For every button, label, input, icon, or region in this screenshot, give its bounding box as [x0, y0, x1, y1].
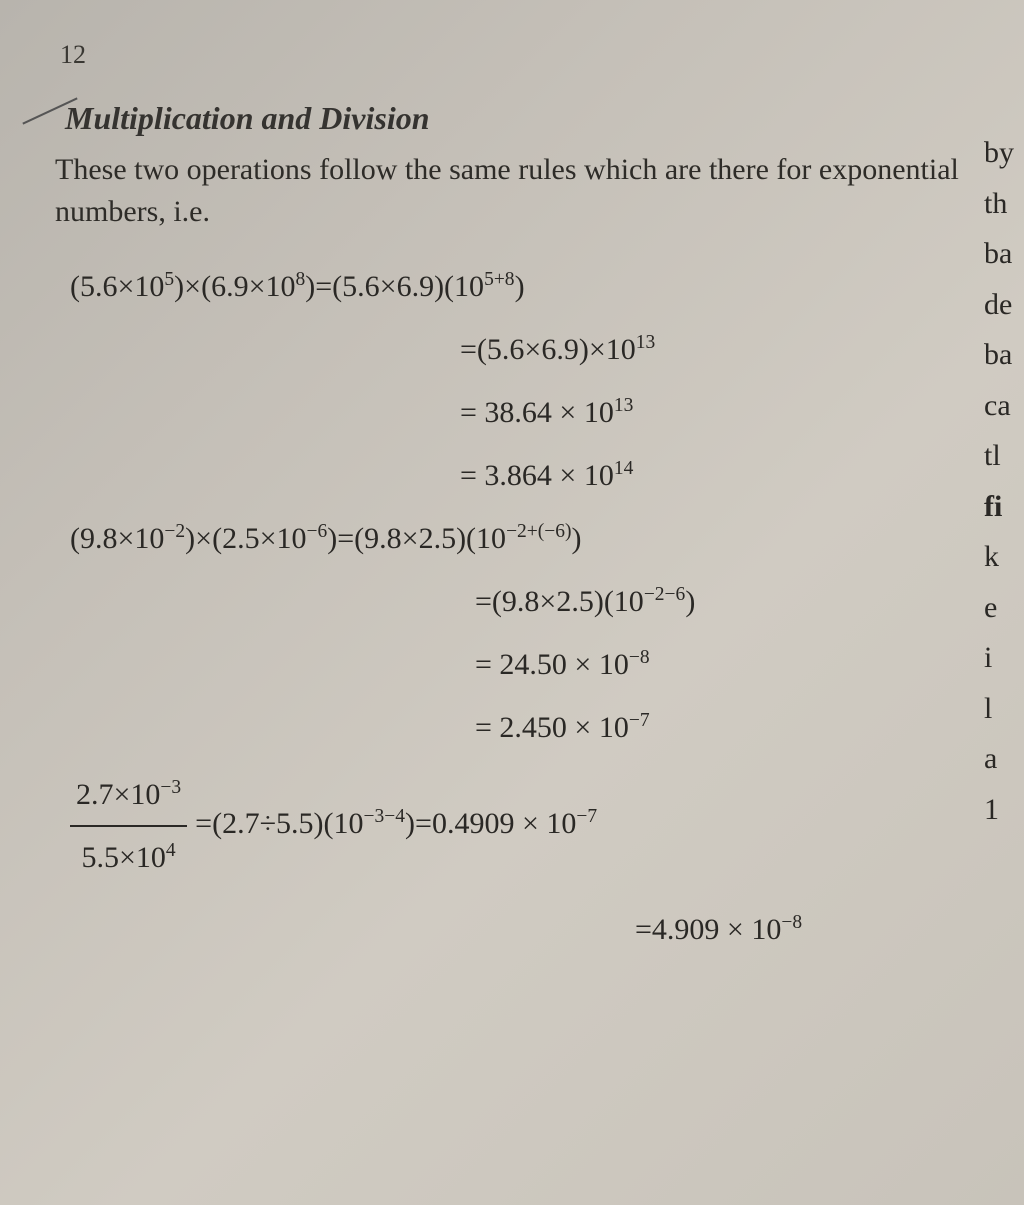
intro-paragraph: These two operations follow the same rul…: [50, 149, 974, 233]
eq1-line2: =(5.6×6.9)×1013: [70, 321, 974, 378]
eq1-line1: (5.6×105)×(6.9×108)=(5.6×6.9)(105+8): [70, 258, 974, 315]
eq2-line4: = 2.450 × 10−7: [70, 699, 974, 756]
eq2-line1: (9.8×10−2)×(2.5×10−6)=(9.8×2.5)(10−2+(−6…: [70, 510, 974, 567]
eq3-line1: 2.7×10−3 5.5×104 =(2.7÷5.5)(10−3−4)=0.49…: [70, 766, 974, 886]
page-number: 12: [60, 40, 974, 70]
eq1-line3: = 38.64 × 1013: [70, 384, 974, 441]
eq2-line3: = 24.50 × 10−8: [70, 636, 974, 693]
eq3-fraction: 2.7×10−3 5.5×104: [70, 766, 187, 886]
eq3-line2: =4.909 × 10−8: [70, 901, 974, 958]
section-title: Multiplication and Division: [50, 100, 974, 137]
eq2-line2: =(9.8×2.5)(10−2−6): [70, 573, 974, 630]
eq1-line4: = 3.864 × 1014: [70, 447, 974, 504]
math-content: (5.6×105)×(6.9×108)=(5.6×6.9)(105+8) =(5…: [50, 258, 974, 958]
right-page-edge: by th ba de ba ca tl fi k e i l a 1: [984, 130, 1024, 837]
